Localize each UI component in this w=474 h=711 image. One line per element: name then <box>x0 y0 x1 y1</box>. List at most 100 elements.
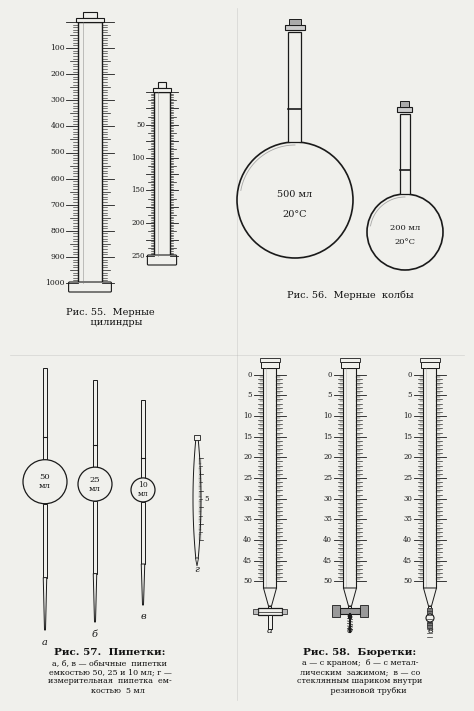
Text: а: а <box>42 638 48 647</box>
Text: 35: 35 <box>323 515 332 523</box>
Text: 500: 500 <box>50 149 65 156</box>
Bar <box>264 368 276 588</box>
Bar <box>401 101 410 107</box>
Text: 25: 25 <box>323 474 332 482</box>
Bar <box>268 606 272 618</box>
Text: 100: 100 <box>131 154 145 161</box>
Bar <box>141 502 145 564</box>
FancyBboxPatch shape <box>147 255 177 265</box>
Circle shape <box>367 194 443 270</box>
Text: 800: 800 <box>50 227 65 235</box>
Bar <box>400 114 410 194</box>
Text: 50: 50 <box>136 121 145 129</box>
Circle shape <box>131 478 155 502</box>
Text: 10
мл: 10 мл <box>137 481 148 498</box>
Text: 700: 700 <box>50 201 65 209</box>
Bar <box>340 608 360 614</box>
Text: Рис. 58.  Бюретки:: Рис. 58. Бюретки: <box>303 648 417 657</box>
Polygon shape <box>193 440 201 558</box>
Text: 5: 5 <box>408 391 412 400</box>
Text: 20°C: 20°C <box>283 210 307 219</box>
Text: в: в <box>427 626 433 635</box>
Text: 20: 20 <box>243 454 252 461</box>
Text: 1000: 1000 <box>46 279 65 287</box>
FancyBboxPatch shape <box>69 282 111 292</box>
Bar <box>141 400 145 478</box>
Polygon shape <box>141 564 145 605</box>
Bar <box>268 615 272 629</box>
Bar <box>93 380 97 467</box>
Text: 50: 50 <box>403 577 412 585</box>
Text: 40: 40 <box>243 536 252 544</box>
Text: в: в <box>140 612 146 621</box>
Bar <box>261 362 279 368</box>
Text: Рис. 55.  Мерные
    цилиндры: Рис. 55. Мерные цилиндры <box>66 308 155 327</box>
Text: а — с краном;  б — с метал-
лическим  зажимом;  в — со
стеклянным шариком внутри: а — с краном; б — с метал- лическим зажи… <box>297 659 423 695</box>
Circle shape <box>237 142 353 258</box>
Text: б: б <box>92 630 98 639</box>
Text: 50: 50 <box>323 577 332 585</box>
Text: 900: 900 <box>50 253 65 261</box>
Text: 45: 45 <box>403 557 412 565</box>
Text: г: г <box>194 565 200 574</box>
Text: 35: 35 <box>243 515 252 523</box>
Text: 500 мл: 500 мл <box>277 190 312 198</box>
Text: 400: 400 <box>50 122 65 130</box>
Text: 50: 50 <box>243 577 252 585</box>
Text: 200: 200 <box>50 70 65 78</box>
Polygon shape <box>43 577 47 630</box>
Polygon shape <box>423 588 437 606</box>
Bar <box>289 32 301 142</box>
Bar <box>289 19 301 25</box>
Bar <box>285 25 305 30</box>
Text: 0: 0 <box>247 370 252 378</box>
Text: 0: 0 <box>408 370 412 378</box>
Text: 200: 200 <box>131 219 145 228</box>
Circle shape <box>426 614 434 622</box>
Circle shape <box>23 460 67 503</box>
Polygon shape <box>93 574 97 622</box>
Text: 25: 25 <box>243 474 252 482</box>
Bar <box>93 501 97 574</box>
Bar <box>398 107 412 112</box>
Text: 30: 30 <box>323 495 332 503</box>
Text: 30: 30 <box>403 495 412 503</box>
Bar <box>421 362 439 368</box>
Polygon shape <box>264 588 276 606</box>
Bar <box>157 82 166 88</box>
Text: 10: 10 <box>323 412 332 420</box>
Text: 45: 45 <box>323 557 332 565</box>
Bar <box>344 368 356 588</box>
Text: 600: 600 <box>50 175 65 183</box>
Text: 5: 5 <box>247 391 252 400</box>
Bar <box>253 609 258 614</box>
Bar <box>83 12 97 18</box>
Bar <box>282 609 287 614</box>
Text: 40: 40 <box>403 536 412 544</box>
Bar <box>194 435 200 440</box>
Bar <box>341 362 359 368</box>
Text: 100: 100 <box>50 44 65 52</box>
Text: 150: 150 <box>131 186 145 194</box>
Text: 25: 25 <box>403 474 412 482</box>
Text: 250: 250 <box>131 252 145 260</box>
Bar <box>43 368 47 460</box>
Bar <box>43 503 47 577</box>
Circle shape <box>78 467 112 501</box>
Text: Рис. 57.  Пипетки:: Рис. 57. Пипетки: <box>54 648 166 657</box>
Bar <box>339 358 360 362</box>
Text: 15: 15 <box>323 432 332 441</box>
Text: 25
мл: 25 мл <box>89 476 101 493</box>
Text: б: б <box>347 626 353 635</box>
Text: 20: 20 <box>323 454 332 461</box>
Text: а: а <box>267 626 273 635</box>
Text: 20°C: 20°C <box>394 237 416 245</box>
Bar <box>360 605 368 617</box>
Polygon shape <box>344 588 356 606</box>
Bar <box>348 606 352 618</box>
Bar <box>428 622 432 628</box>
Bar <box>423 368 437 588</box>
Polygon shape <box>195 558 199 566</box>
Text: 15: 15 <box>243 432 252 441</box>
Bar <box>154 92 170 256</box>
